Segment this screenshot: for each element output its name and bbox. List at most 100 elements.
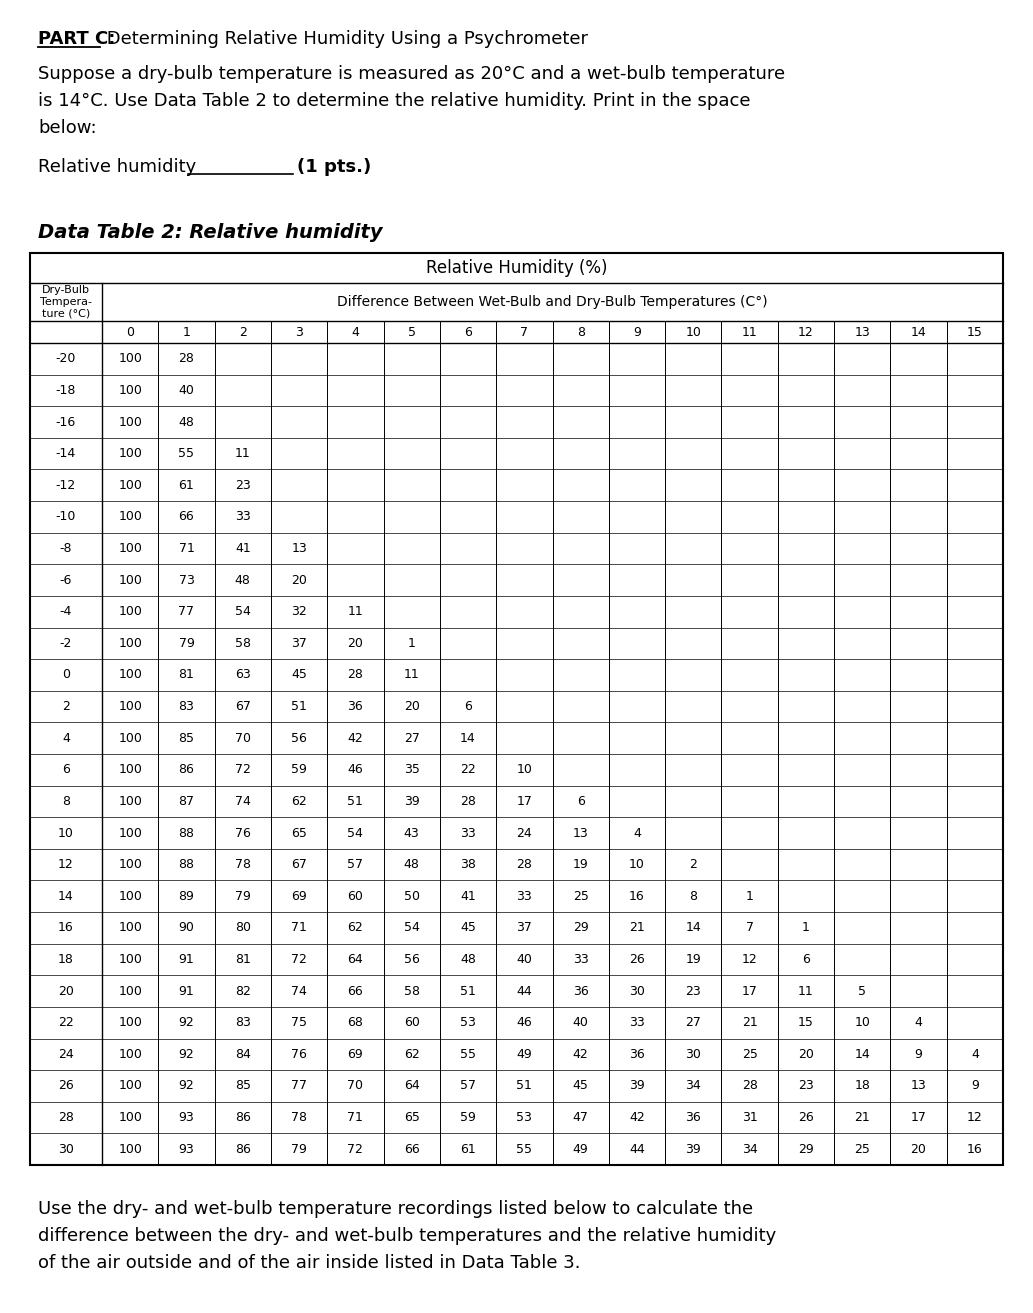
Text: 38: 38 [460, 859, 476, 871]
Text: 92: 92 [179, 1079, 194, 1092]
Text: 50: 50 [404, 890, 419, 903]
Text: -2: -2 [60, 637, 72, 650]
Text: 16: 16 [629, 890, 645, 903]
Text: 100: 100 [118, 415, 143, 428]
Text: 30: 30 [685, 1048, 701, 1061]
Text: 42: 42 [347, 731, 364, 744]
Text: 100: 100 [118, 890, 143, 903]
Text: 37: 37 [516, 922, 532, 935]
Text: 33: 33 [629, 1016, 645, 1029]
Text: 9: 9 [633, 326, 640, 339]
Text: 60: 60 [404, 1016, 419, 1029]
Text: 100: 100 [118, 731, 143, 744]
Text: 13: 13 [572, 827, 589, 839]
Text: 88: 88 [179, 859, 194, 871]
Text: difference between the dry- and wet-bulb temperatures and the relative humidity: difference between the dry- and wet-bulb… [38, 1228, 776, 1245]
Text: 17: 17 [516, 794, 532, 807]
Text: 86: 86 [234, 1142, 251, 1155]
Text: 42: 42 [629, 1111, 645, 1124]
Text: 45: 45 [572, 1079, 589, 1092]
Text: 28: 28 [516, 859, 532, 871]
Text: 6: 6 [62, 763, 70, 776]
Text: 62: 62 [347, 922, 364, 935]
Text: 82: 82 [234, 985, 251, 998]
Text: 65: 65 [404, 1111, 419, 1124]
Text: 33: 33 [460, 827, 476, 839]
Text: 20: 20 [797, 1048, 814, 1061]
Text: 72: 72 [234, 763, 251, 776]
Text: 100: 100 [118, 479, 143, 492]
Text: 11: 11 [799, 985, 814, 998]
Text: 2: 2 [689, 859, 697, 871]
Text: 71: 71 [291, 922, 307, 935]
Text: 80: 80 [234, 922, 251, 935]
Text: 77: 77 [291, 1079, 307, 1092]
Text: -6: -6 [60, 574, 72, 587]
Text: 48: 48 [404, 859, 419, 871]
Text: 14: 14 [911, 326, 927, 339]
Text: 49: 49 [516, 1048, 532, 1061]
Text: 36: 36 [686, 1111, 701, 1124]
Text: 85: 85 [179, 731, 194, 744]
Text: 0: 0 [126, 326, 134, 339]
Text: 26: 26 [58, 1079, 74, 1092]
Text: is 14°C. Use Data Table 2 to determine the relative humidity. Print in the space: is 14°C. Use Data Table 2 to determine t… [38, 92, 751, 110]
Text: 18: 18 [854, 1079, 870, 1092]
Text: 20: 20 [347, 637, 364, 650]
Text: 88: 88 [179, 827, 194, 839]
Text: 45: 45 [460, 922, 476, 935]
Text: 90: 90 [179, 922, 194, 935]
Text: 91: 91 [179, 985, 194, 998]
Text: 100: 100 [118, 1048, 143, 1061]
Text: 12: 12 [58, 859, 74, 871]
Text: 5: 5 [408, 326, 415, 339]
Text: 100: 100 [118, 859, 143, 871]
Text: 21: 21 [742, 1016, 757, 1029]
Text: 85: 85 [234, 1079, 251, 1092]
Text: 24: 24 [516, 827, 532, 839]
Text: 56: 56 [404, 953, 419, 966]
Text: 92: 92 [179, 1048, 194, 1061]
Text: 10: 10 [854, 1016, 870, 1029]
Text: 100: 100 [118, 1079, 143, 1092]
Text: 53: 53 [516, 1111, 532, 1124]
Text: 64: 64 [404, 1079, 419, 1092]
Text: 73: 73 [179, 574, 194, 587]
Text: 84: 84 [234, 1048, 251, 1061]
Text: Suppose a dry-bulb temperature is measured as 20°C and a wet-bulb temperature: Suppose a dry-bulb temperature is measur… [38, 66, 785, 83]
Text: 0: 0 [62, 668, 70, 681]
Text: 34: 34 [742, 1142, 757, 1155]
Text: 63: 63 [234, 668, 251, 681]
Text: 10: 10 [629, 859, 645, 871]
Text: Difference Between Wet-Bulb and Dry-Bulb Temperatures (C°): Difference Between Wet-Bulb and Dry-Bulb… [337, 295, 768, 309]
Text: 92: 92 [179, 1016, 194, 1029]
Text: 40: 40 [516, 953, 532, 966]
Text: 57: 57 [347, 859, 364, 871]
Text: 9: 9 [914, 1048, 922, 1061]
Text: 54: 54 [234, 605, 251, 618]
Text: 24: 24 [58, 1048, 74, 1061]
Text: 60: 60 [347, 890, 364, 903]
Text: 11: 11 [347, 605, 364, 618]
Text: 66: 66 [347, 985, 364, 998]
Text: 6: 6 [802, 953, 810, 966]
Text: 86: 86 [234, 1111, 251, 1124]
Text: 28: 28 [347, 668, 364, 681]
Text: 71: 71 [179, 542, 194, 555]
Text: 3: 3 [295, 326, 303, 339]
Text: 39: 39 [404, 794, 419, 807]
Text: 66: 66 [404, 1142, 419, 1155]
Text: 44: 44 [516, 985, 532, 998]
Text: 78: 78 [291, 1111, 307, 1124]
Text: 4: 4 [62, 731, 70, 744]
Text: 17: 17 [911, 1111, 927, 1124]
Text: Data Table 2: Relative humidity: Data Table 2: Relative humidity [38, 223, 382, 242]
Text: 31: 31 [742, 1111, 757, 1124]
Text: 28: 28 [58, 1111, 74, 1124]
Text: 9: 9 [971, 1079, 979, 1092]
Text: 23: 23 [686, 985, 701, 998]
Text: 100: 100 [118, 700, 143, 713]
Text: 36: 36 [572, 985, 589, 998]
Text: 25: 25 [742, 1048, 757, 1061]
Text: 1: 1 [746, 890, 753, 903]
